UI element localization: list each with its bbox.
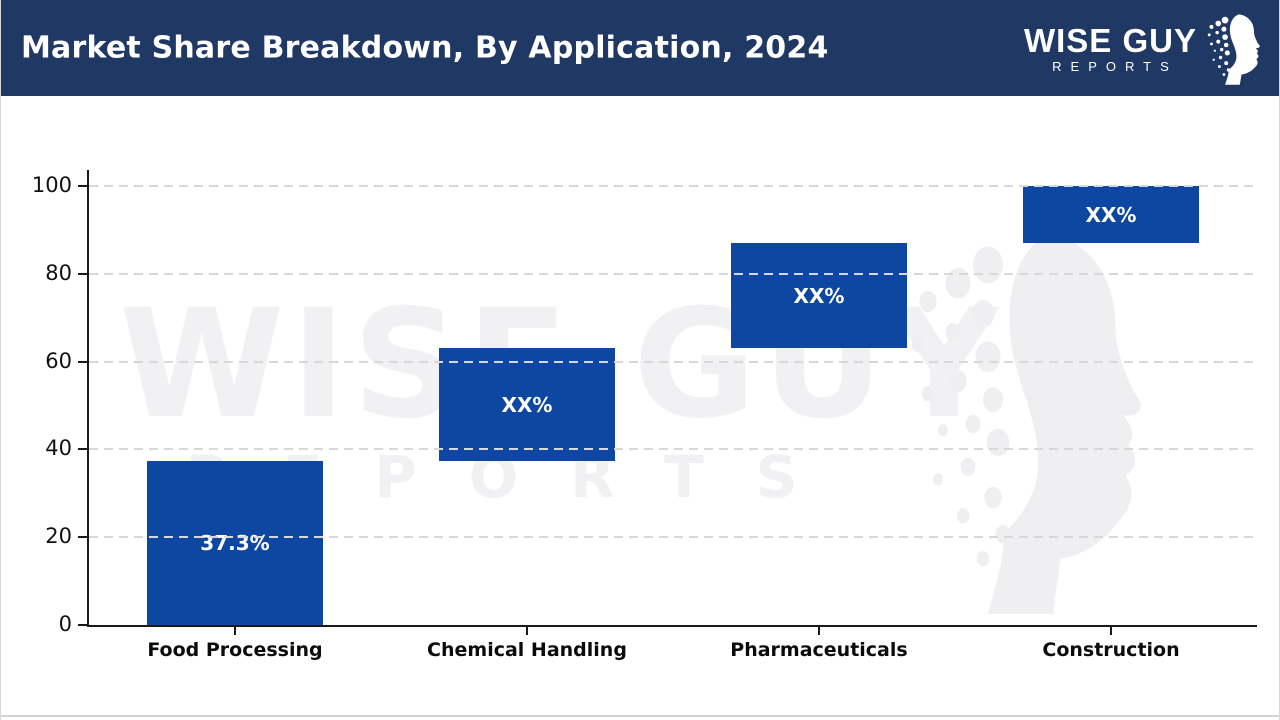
y-tick-label: 40 bbox=[45, 436, 72, 461]
brand-name: WISE GUY bbox=[1023, 21, 1197, 59]
x-tickmark bbox=[1110, 627, 1112, 635]
y-gridline bbox=[89, 185, 1257, 187]
page-title: Market Share Breakdown, By Application, … bbox=[21, 30, 829, 66]
market-share-bar: XX% bbox=[1023, 186, 1199, 244]
brand-logo-text: WISE GUY REPORTS bbox=[1023, 21, 1197, 74]
x-axis-line bbox=[87, 625, 1257, 627]
market-share-bar: XX% bbox=[439, 348, 615, 462]
y-gridline bbox=[89, 536, 1257, 539]
wise-guy-head-icon bbox=[1207, 14, 1260, 85]
bar-value-label: XX% bbox=[793, 283, 845, 308]
y-tickmark bbox=[78, 624, 87, 626]
y-gridline bbox=[89, 272, 1257, 275]
y-tick-label: 20 bbox=[45, 524, 72, 549]
brand-logo: WISE GUY REPORTS bbox=[1024, 8, 1267, 90]
market-share-bar: XX% bbox=[731, 243, 907, 349]
y-tick-label: 100 bbox=[31, 173, 72, 197]
y-gridline bbox=[89, 360, 1257, 363]
x-category-label: Construction bbox=[1042, 639, 1180, 661]
y-tickmark bbox=[78, 360, 87, 363]
x-category-label: Pharmaceuticals bbox=[730, 639, 908, 661]
x-tickmark bbox=[234, 627, 236, 635]
x-tickmark bbox=[818, 627, 820, 635]
brand-subname: REPORTS bbox=[1052, 59, 1178, 75]
y-tickmark bbox=[78, 272, 87, 275]
bottom-border-line bbox=[1, 715, 1279, 717]
market-share-bar: 37.3% bbox=[147, 461, 323, 625]
x-category-label: Food Processing bbox=[147, 639, 323, 661]
y-tick-label: 80 bbox=[45, 260, 72, 285]
bar-value-label: XX% bbox=[501, 392, 553, 417]
x-category-label: Chemical Handling bbox=[427, 639, 627, 661]
watermark-head-icon bbox=[911, 234, 1141, 614]
y-tick-label: 60 bbox=[45, 348, 72, 373]
y-tick-label: 0 bbox=[58, 612, 72, 636]
x-tickmark bbox=[526, 627, 528, 635]
y-gridline bbox=[89, 448, 1257, 451]
header-band: Market Share Breakdown, By Application, … bbox=[1, 0, 1279, 96]
bar-value-label: 37.3% bbox=[200, 531, 270, 556]
y-tickmark bbox=[78, 185, 87, 187]
bar-value-label: XX% bbox=[1085, 202, 1137, 227]
y-tickmark bbox=[78, 448, 87, 451]
y-tickmark bbox=[78, 536, 87, 539]
y-axis-line bbox=[87, 170, 89, 627]
